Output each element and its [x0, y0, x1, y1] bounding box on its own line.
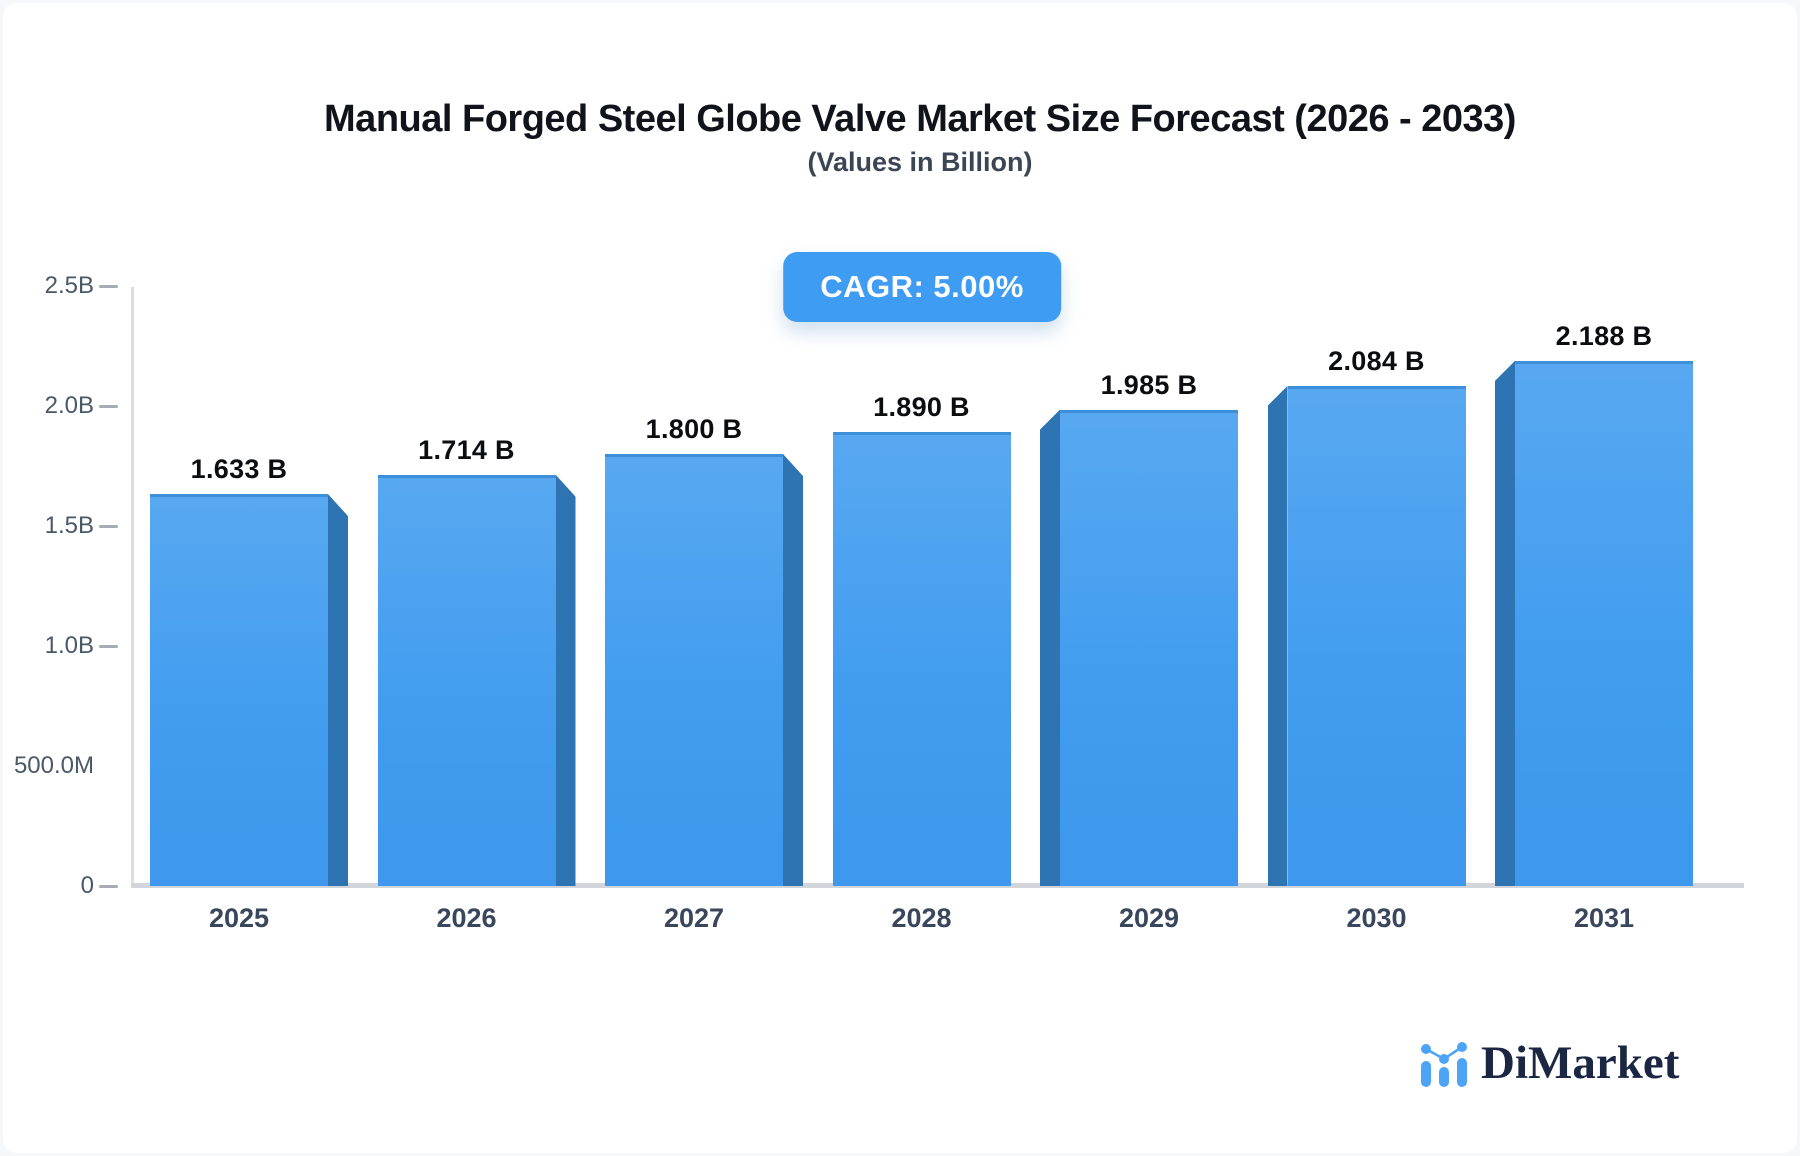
bar-2029 [1060, 409, 1238, 886]
y-axis-tick [99, 884, 118, 888]
y-axis-label: 2.5B [44, 272, 94, 299]
bar-value-label: 1.800 B [645, 414, 743, 444]
y-axis-label: 500.0M [13, 752, 94, 779]
bar-value-label: 1.985 B [1100, 369, 1198, 400]
bar-2026 [377, 474, 556, 886]
x-axis-label: 2029 [1118, 903, 1180, 933]
y-axis-tick [99, 404, 118, 408]
y-axis-tick [99, 284, 118, 288]
y-axis-label: 0 [80, 872, 94, 899]
bar-2030-side-face [1267, 385, 1288, 886]
logo: DiMarket [1419, 1040, 1679, 1089]
bar-2031-side-face [1495, 360, 1515, 886]
bar-value-label: 2.188 B [1555, 320, 1653, 351]
bar-value-label: 1.633 B [190, 454, 288, 485]
bar-chart-trend-icon [1421, 1042, 1467, 1087]
y-axis-tick [99, 524, 118, 528]
x-axis-label: 2030 [1346, 903, 1407, 933]
chart-subtitle: (Values in Billion) [807, 147, 1033, 177]
bar-value-label: 1.714 B [418, 434, 515, 465]
bar-2027-side-face [783, 454, 803, 886]
bar-2030 [1287, 385, 1466, 886]
y-axis-label: 2.0B [44, 392, 94, 419]
y-axis-label: 1.5B [44, 512, 94, 539]
bar-2031 [1515, 360, 1693, 886]
bar-2026-side-face [555, 474, 576, 886]
x-axis-label: 2026 [436, 903, 497, 933]
x-axis-label: 2031 [1573, 903, 1635, 933]
bar-2025 [150, 494, 328, 886]
bar-2028 [832, 432, 1011, 886]
bar-value-label: 1.890 B [873, 392, 970, 423]
bar-2027 [605, 454, 783, 886]
chart-title: Manual Forged Steel Globe Valve Market S… [324, 98, 1516, 140]
cagr-badge: CAGR: 5.00% [783, 252, 1061, 322]
y-axis-tick [99, 644, 118, 648]
bar-2029-side-face [1040, 409, 1060, 886]
x-axis-label: 2028 [891, 903, 952, 933]
bar-2025-side-face [328, 494, 348, 886]
x-axis-label: 2027 [663, 903, 725, 933]
x-axis-label: 2025 [208, 903, 270, 933]
logo-text: DiMarket [1481, 1037, 1680, 1089]
bar-value-label: 2.084 B [1328, 345, 1425, 376]
y-axis-label: 1.0B [44, 632, 94, 659]
y-axis-line [131, 287, 134, 887]
